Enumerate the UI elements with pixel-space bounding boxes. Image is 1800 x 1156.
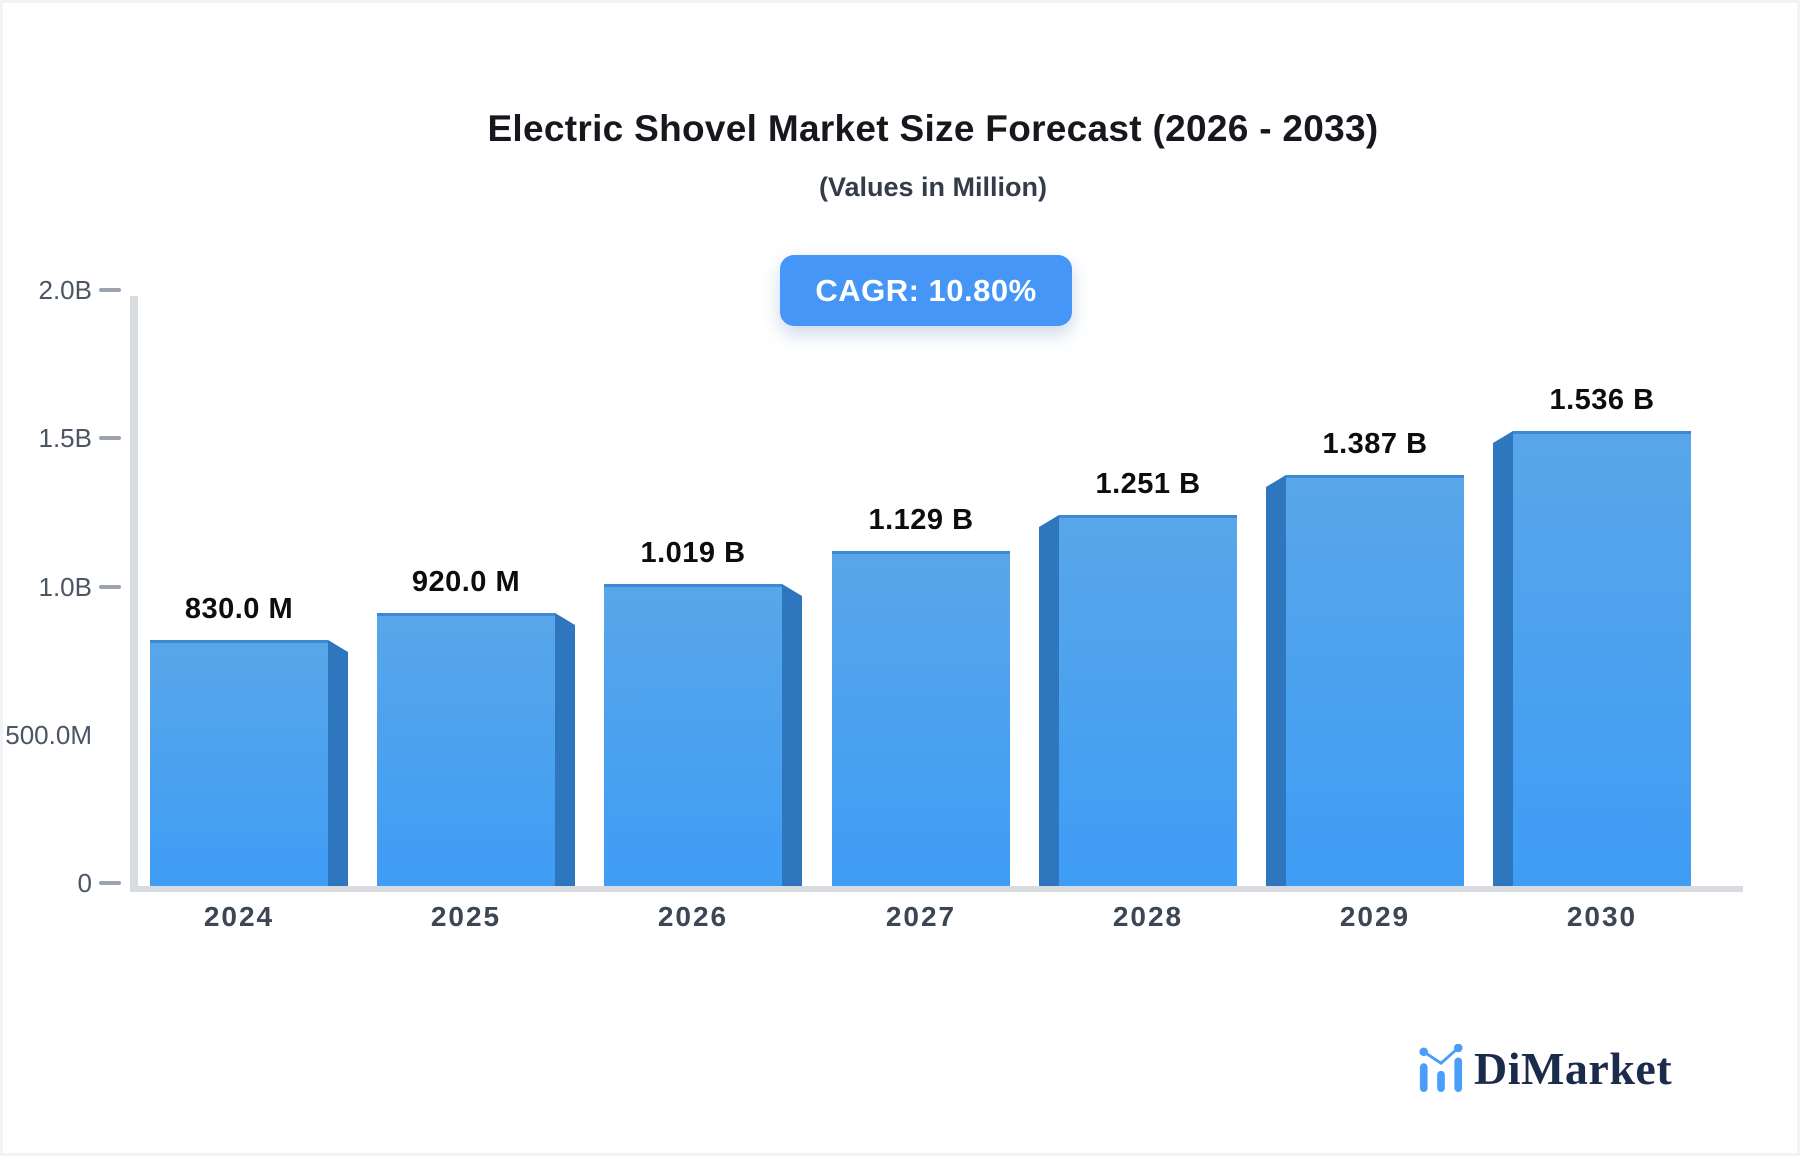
x-axis-label-2028: 2028: [1112, 901, 1184, 932]
bar-2029-3d-side: [1266, 475, 1286, 886]
bar-2024: [150, 640, 328, 886]
bar-2030: [1513, 431, 1691, 886]
bar-value-label-2029: 1.387 B: [1322, 428, 1428, 460]
bar-2026-3d-side: [782, 584, 802, 886]
bar-2025: [377, 613, 555, 886]
bar-value-label-2024: 830.0 M: [184, 593, 294, 625]
bar-2027: [832, 551, 1010, 886]
dimarket-logo: DiMarket: [1418, 1040, 1672, 1094]
chart-title: Electric Shovel Market Size Forecast (20…: [487, 108, 1379, 149]
cagr-badge: CAGR: 10.80%: [780, 255, 1072, 326]
bar-value-label-2028: 1.251 B: [1095, 468, 1201, 500]
x-axis-label-2029: 2029: [1339, 901, 1411, 932]
y-tick-dash: [99, 436, 121, 441]
y-tick-dash: [99, 881, 121, 885]
x-axis-label-2024: 2024: [203, 901, 275, 932]
y-tick-label-2.0B: 2.0B: [38, 275, 93, 305]
y-tick-label-1.5B: 1.5B: [38, 423, 93, 454]
bar-value-label-2026: 1.019 B: [640, 537, 746, 569]
bar-value-label-2025: 920.0 M: [411, 566, 521, 598]
bar-value-label-2030: 1.536 B: [1549, 384, 1655, 416]
y-axis-line: [130, 296, 138, 892]
bar-value-label-2027: 1.129 B: [868, 504, 974, 536]
cagr-badge-label: CAGR: 10.80%: [815, 272, 1037, 308]
bar-2028-3d-side: [1039, 515, 1059, 886]
y-tick-label-1.0B: 1.0B: [38, 571, 93, 602]
chart-subtitle: (Values in Million): [818, 172, 1048, 202]
bar-2028: [1059, 515, 1237, 886]
bar-2030-3d-side: [1493, 431, 1513, 886]
bar-2026: [604, 584, 782, 886]
mini-bar-chart-icon: [1419, 1044, 1463, 1092]
bar-2029: [1286, 475, 1464, 886]
logo-wordmark: DiMarket: [1474, 1043, 1673, 1094]
x-axis-label-2030: 2030: [1566, 901, 1638, 932]
x-axis-label-2027: 2027: [885, 901, 957, 932]
x-axis-label-2025: 2025: [430, 901, 502, 932]
y-tick-label-500.0M: 500.0M: [5, 719, 92, 750]
bar-2024-3d-side: [328, 640, 348, 886]
x-axis-line: [130, 886, 1743, 892]
bar-2025-3d-side: [555, 613, 575, 886]
y-tick-dash: [99, 288, 121, 292]
y-tick-label-0: 0: [77, 868, 92, 898]
y-tick-dash: [99, 584, 121, 589]
x-axis-label-2026: 2026: [657, 901, 729, 932]
